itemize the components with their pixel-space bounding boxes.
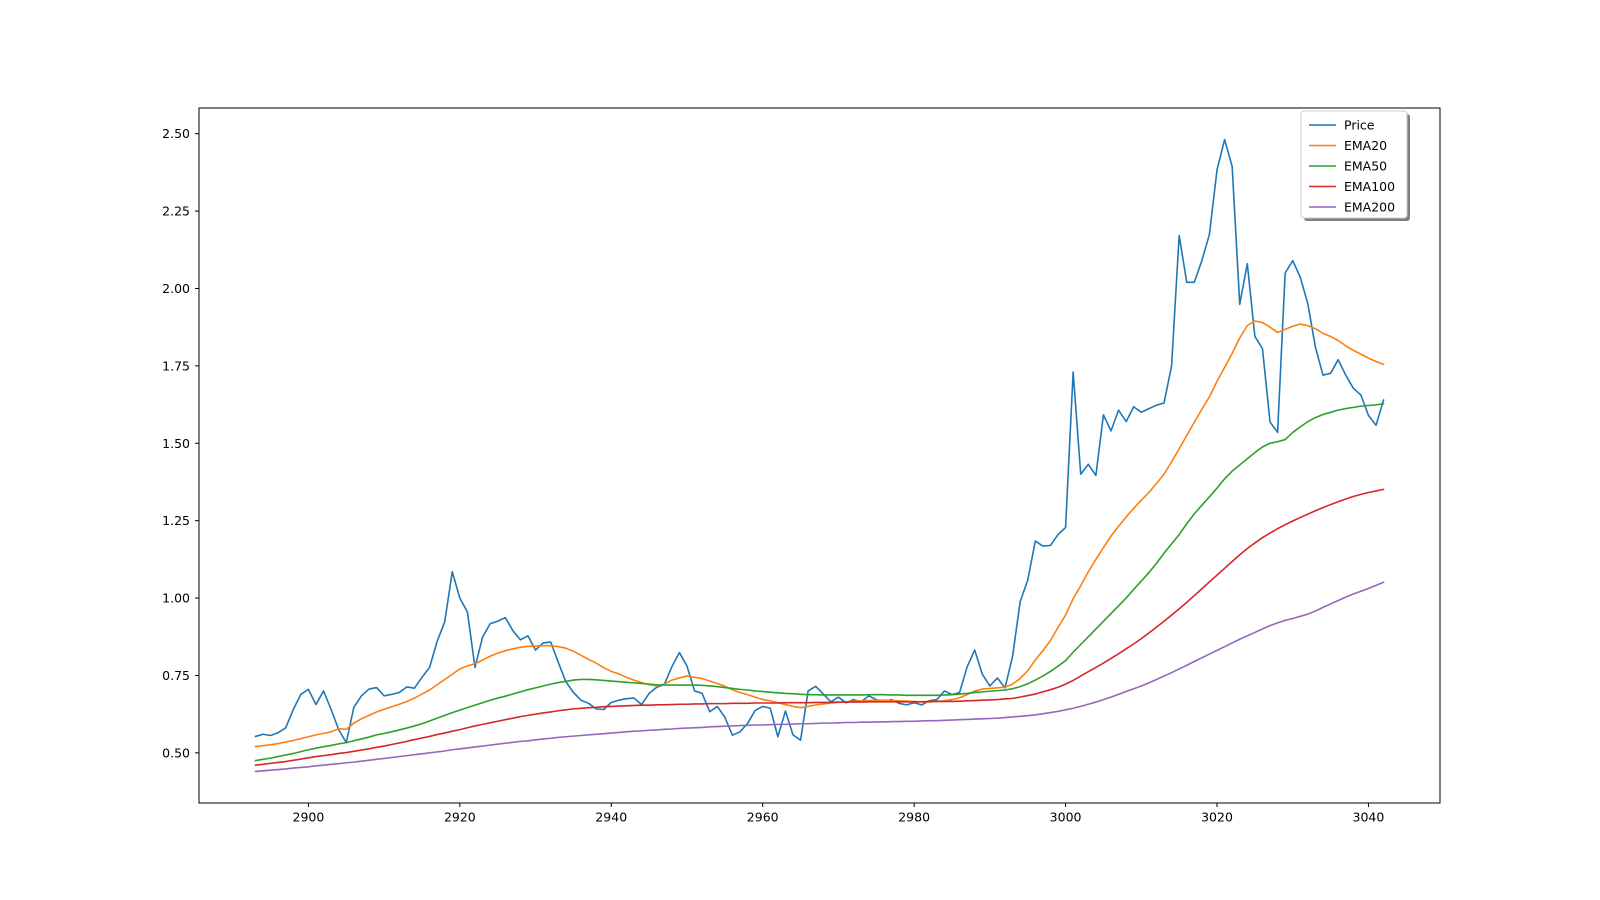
y-tick-label: 2.25 (162, 204, 190, 219)
plot-area (198, 107, 1441, 804)
y-tick-label: 1.00 (162, 591, 190, 606)
x-tick-label: 3040 (1353, 810, 1385, 825)
series-lines (254, 138, 1385, 773)
legend-label-ema100: EMA100 (1344, 179, 1395, 194)
series-line-ema50 (254, 402, 1385, 762)
x-tick-label: 2960 (747, 810, 779, 825)
y-tick-label: 1.50 (162, 436, 190, 451)
x-tick-label: 2900 (293, 810, 325, 825)
legend-item-ema100: EMA100 (1309, 179, 1395, 194)
y-axis: 0.50 0.75 1.00 1.25 1.50 1.75 2.00 2.25 2.50 (162, 126, 199, 760)
x-tick-label: 2920 (444, 810, 476, 825)
x-tick-label: 2980 (898, 810, 930, 825)
legend-label-ema50: EMA50 (1344, 159, 1387, 174)
series-line-ema200 (254, 581, 1385, 773)
legend-item-ema200: EMA200 (1309, 200, 1395, 215)
y-tick-label: 0.75 (162, 668, 190, 683)
series-line-ema20 (254, 320, 1385, 748)
legend-label-price: Price (1344, 118, 1375, 133)
series-line-ema100 (254, 488, 1385, 767)
y-tick-label: 2.50 (162, 126, 190, 141)
x-tick-label: 2940 (595, 810, 627, 825)
x-tick-label: 3020 (1201, 810, 1233, 825)
legend-box (1300, 110, 1408, 219)
legend-label-ema200: EMA200 (1344, 200, 1395, 215)
x-axis: 2900 2920 2940 2960 2980 3000 3020 3040 (293, 803, 1385, 825)
legend-item-price: Price (1309, 118, 1375, 133)
series-line-price (254, 138, 1385, 744)
y-tick-label: 1.25 (162, 513, 190, 528)
y-tick-label: 1.75 (162, 358, 190, 373)
legend-label-ema20: EMA20 (1344, 138, 1387, 153)
y-tick-label: 2.00 (162, 281, 190, 296)
y-tick-label: 0.50 (162, 745, 190, 760)
x-tick-label: 3000 (1050, 810, 1082, 825)
legend: Price EMA20 EMA50 EMA100 EMA200 (1300, 110, 1410, 221)
legend-item-ema20: EMA20 (1309, 138, 1387, 153)
legend-item-ema50: EMA50 (1309, 159, 1387, 174)
